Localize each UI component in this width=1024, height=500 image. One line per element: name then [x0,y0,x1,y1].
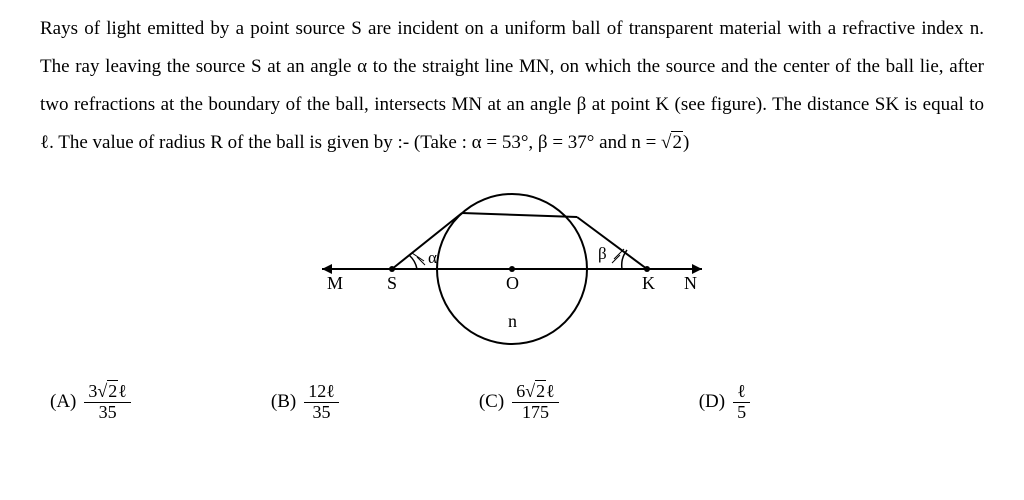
label-n-index: n [508,311,517,331]
option-d-label: (D) [699,391,725,413]
problem-text-end: ) [683,132,689,153]
ray-inside [462,213,577,217]
option-a-den: 35 [95,403,121,423]
alpha-arc [409,255,417,269]
option-b: (B) 12ℓ 35 [271,382,339,423]
option-d-den: 5 [733,403,750,423]
option-d-fraction: ℓ 5 [733,382,750,423]
label-o: O [506,273,519,293]
problem-text-main: Rays of light emitted by a point source … [40,18,984,153]
option-b-label: (B) [271,391,296,413]
label-m: M [327,273,343,293]
optics-diagram: M S O K N n α β [292,177,732,362]
option-a-fraction: 32ℓ 35 [84,382,131,423]
label-beta: β [598,244,607,263]
option-c-label: (C) [479,391,504,413]
option-c: (C) 62ℓ 175 [479,382,559,423]
option-a-num: 32ℓ [84,382,131,403]
sqrt-symbol: 2 [661,124,683,162]
problem-statement: Rays of light emitted by a point source … [40,10,984,162]
label-alpha: α [428,248,437,267]
label-s: S [387,273,397,293]
option-b-num: 12ℓ [304,382,339,403]
ray-s-entry [392,213,462,269]
diagram-container: M S O K N n α β [40,177,984,362]
option-a: (A) 32ℓ 35 [50,382,131,423]
option-c-num: 62ℓ [512,382,559,403]
label-n-point: N [684,273,697,293]
beta-hatch1 [612,255,620,263]
point-o [509,266,515,272]
option-c-fraction: 62ℓ 175 [512,382,559,423]
option-c-den: 175 [518,403,553,423]
option-d-num: ℓ [733,382,750,403]
label-k: K [642,273,655,293]
option-a-label: (A) [50,391,76,413]
options-row: (A) 32ℓ 35 (B) 12ℓ 35 (C) 62ℓ 175 (D) ℓ … [40,382,984,423]
option-b-den: 35 [309,403,335,423]
option-b-fraction: 12ℓ 35 [304,382,339,423]
option-d: (D) ℓ 5 [699,382,750,423]
